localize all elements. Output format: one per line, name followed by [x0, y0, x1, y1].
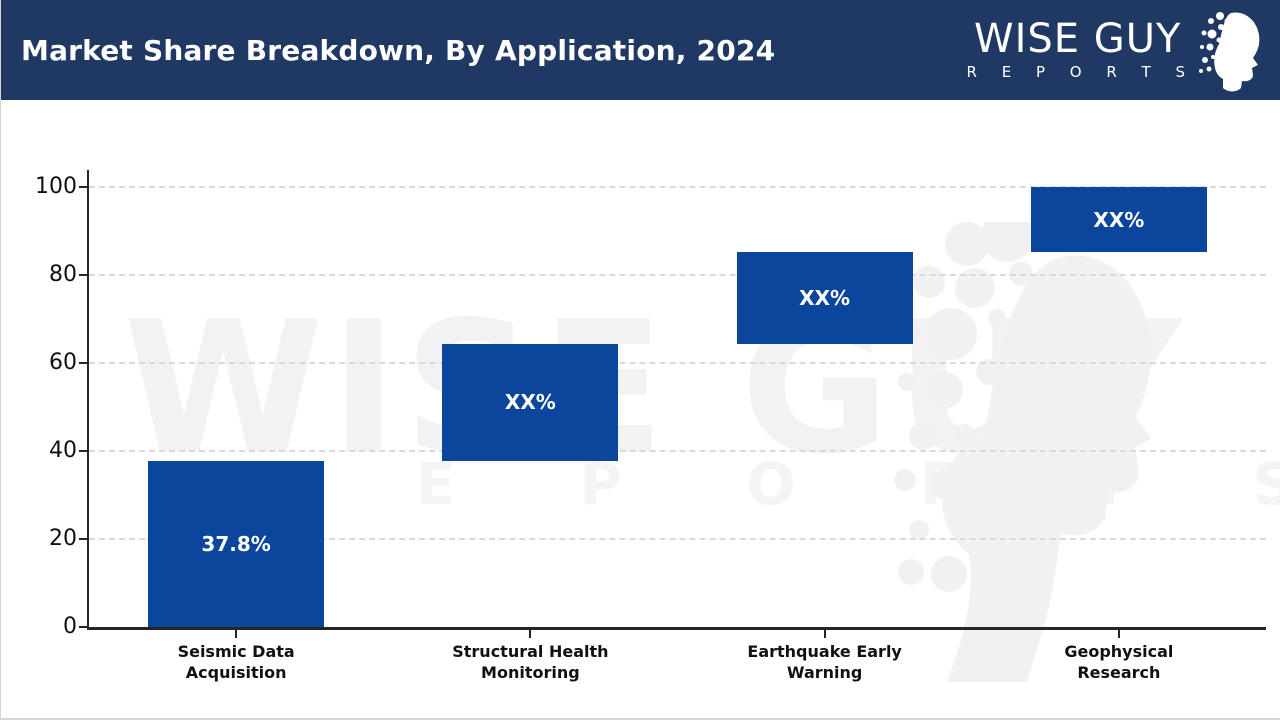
y-tick-mark [79, 538, 89, 540]
bar: XX% [442, 344, 619, 461]
x-tick-mark [1117, 630, 1120, 638]
watermark-head-icon [894, 222, 1151, 682]
y-tick-label: 20 [49, 526, 77, 551]
category-label: Seismic Data Acquisition [96, 641, 376, 683]
category-label-line: Warning [786, 663, 863, 683]
x-axis-line [87, 627, 1266, 630]
gridline [89, 538, 1266, 540]
bar-value-label: 37.8% [201, 531, 271, 556]
y-tick-label: 60 [49, 350, 77, 375]
bar-value-label: XX% [799, 286, 851, 311]
y-tick-mark [79, 362, 89, 364]
y-tick-mark [79, 626, 89, 628]
y-tick-label: 100 [35, 174, 77, 199]
category-label-line: Geophysical [1064, 642, 1174, 661]
chart-area: WISE GUY R E P O R T S 0 20 40 60 80 100 37.8%… [1, 100, 1280, 720]
y-tick-label: 40 [49, 438, 77, 463]
gridline [89, 186, 1266, 188]
gridline [89, 450, 1266, 452]
x-tick-mark [529, 630, 532, 638]
logo-text: WISE GUY R E P O R T S [961, 19, 1195, 81]
logo-wordmark: WISE GUY [974, 16, 1182, 62]
y-tick-mark [79, 450, 89, 452]
bar-value-label: XX% [504, 390, 556, 415]
category-label-line: Acquisition [185, 663, 287, 683]
x-tick-mark [235, 630, 238, 638]
y-axis-line [87, 170, 89, 630]
bar-value-label: XX% [1093, 207, 1145, 232]
y-tick-mark [79, 274, 89, 276]
bar: XX% [1030, 187, 1207, 253]
x-tick-mark [823, 630, 826, 638]
wise-guy-reports-logo: WISE GUY R E P O R T S [961, 7, 1263, 93]
y-tick-label: 80 [49, 262, 77, 287]
gridline [89, 274, 1266, 276]
header: Market Share Breakdown, By Application, … [1, 0, 1280, 100]
category-label: Geophysical Research [979, 641, 1259, 683]
category-label: Structural Health Monitoring [390, 641, 670, 683]
bar: XX% [736, 252, 913, 345]
gridline [89, 362, 1266, 364]
logo-head-icon [1199, 12, 1260, 92]
category-label-line: Structural Health [452, 642, 609, 661]
category-label-line: Research [1077, 663, 1161, 683]
logo-subtitle: R E P O R T S [966, 63, 1195, 81]
page-title: Market Share Breakdown, By Application, … [21, 33, 776, 67]
y-tick-label: 0 [63, 614, 77, 639]
category-label-line: Seismic Data [177, 642, 295, 661]
category-label: Earthquake Early Warning [685, 641, 965, 683]
category-label-line: Earthquake Early [747, 642, 902, 661]
bar: 37.8% [148, 460, 325, 627]
category-label-line: Monitoring [481, 663, 580, 683]
y-tick-mark [79, 186, 89, 188]
